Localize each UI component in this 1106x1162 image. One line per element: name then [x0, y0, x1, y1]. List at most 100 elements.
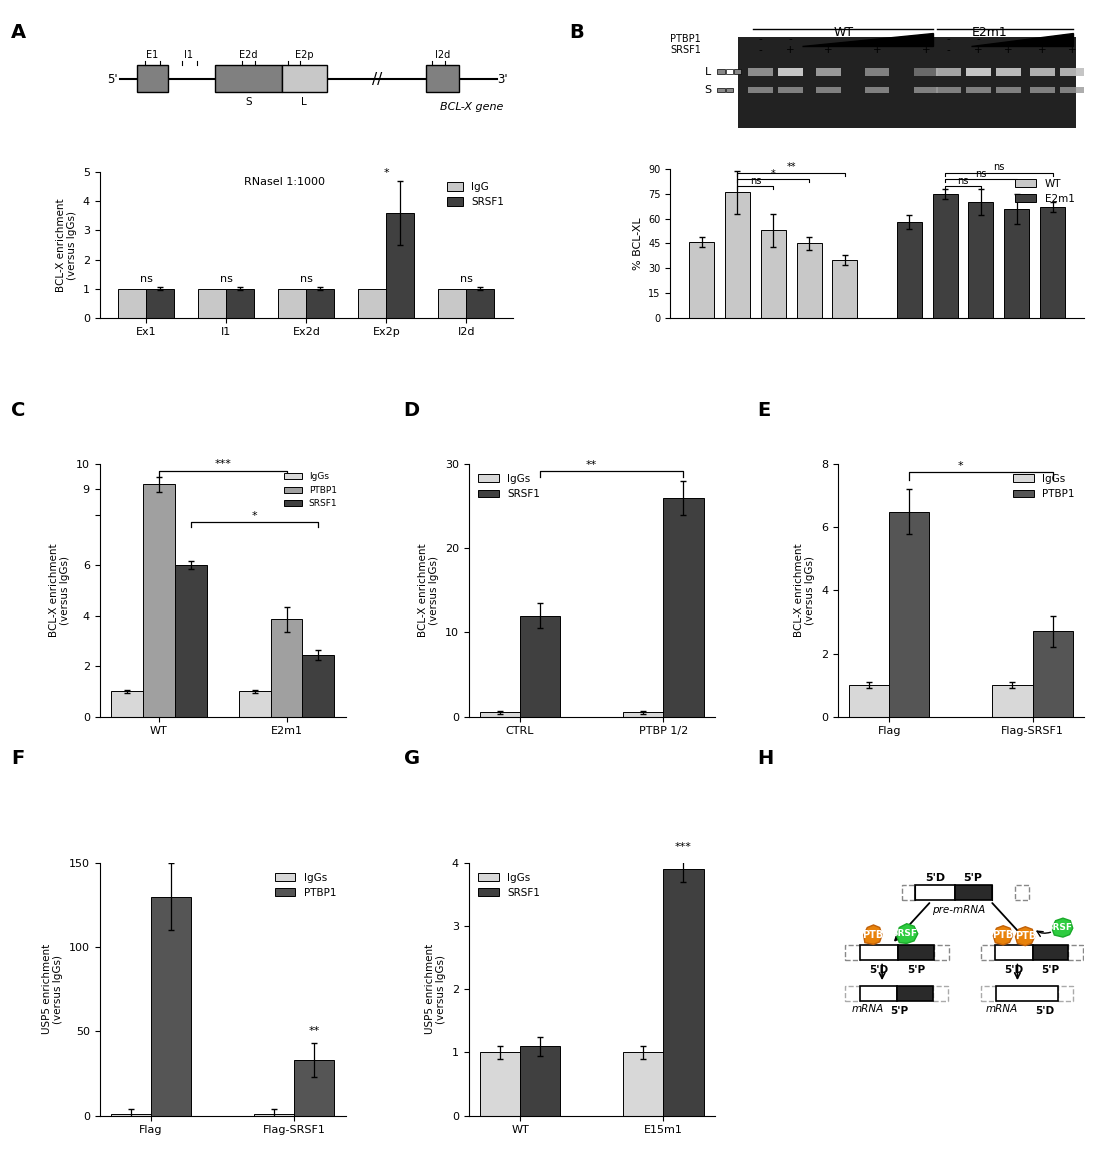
- Text: 5'D: 5'D: [869, 966, 888, 975]
- Text: ns: ns: [139, 274, 153, 284]
- Text: ns: ns: [220, 274, 232, 284]
- Text: BCL-X gene: BCL-X gene: [440, 102, 503, 113]
- Text: *: *: [384, 167, 389, 178]
- Bar: [386, 213, 415, 317]
- Text: ns: ns: [750, 175, 761, 186]
- Text: E2d: E2d: [239, 50, 258, 60]
- Text: //: //: [372, 72, 382, 87]
- Bar: [689, 242, 714, 317]
- Bar: [624, 712, 664, 717]
- Text: H: H: [758, 749, 774, 768]
- Y-axis label: BCL-X enrichment
(versus IgGs): BCL-X enrichment (versus IgGs): [418, 544, 439, 637]
- Bar: [520, 616, 560, 717]
- Bar: [198, 288, 227, 317]
- Bar: [954, 884, 992, 899]
- Bar: [816, 67, 841, 76]
- Bar: [898, 945, 933, 960]
- Bar: [849, 686, 889, 717]
- Bar: [967, 87, 991, 93]
- Text: C: C: [11, 401, 25, 419]
- Bar: [860, 945, 898, 960]
- Bar: [467, 288, 494, 317]
- Legend: WT, E2m1: WT, E2m1: [1011, 174, 1078, 208]
- Polygon shape: [1015, 927, 1035, 946]
- Text: 5'D: 5'D: [1004, 966, 1024, 975]
- Text: +: +: [873, 45, 881, 55]
- Polygon shape: [1052, 918, 1073, 937]
- Bar: [779, 67, 803, 76]
- Text: F: F: [11, 749, 24, 768]
- Bar: [1004, 209, 1030, 317]
- Bar: [734, 70, 741, 74]
- Y-axis label: USP5 enrichment
(versus IgGs): USP5 enrichment (versus IgGs): [425, 945, 446, 1034]
- Bar: [664, 497, 703, 717]
- Text: SRSF1: SRSF1: [1046, 923, 1078, 932]
- Text: L: L: [302, 98, 307, 107]
- Text: S: S: [705, 85, 711, 95]
- Bar: [726, 70, 733, 74]
- Bar: [718, 88, 724, 93]
- Text: +: +: [974, 45, 983, 55]
- Text: A: A: [11, 23, 27, 42]
- Text: *: *: [771, 170, 775, 179]
- Text: +: +: [1039, 45, 1047, 55]
- Bar: [995, 985, 1058, 1000]
- Text: E: E: [758, 401, 771, 419]
- Text: **: **: [309, 1026, 320, 1037]
- Text: 5'P: 5'P: [963, 873, 982, 883]
- Text: pre-mRNA: pre-mRNA: [931, 905, 985, 914]
- Text: -: -: [759, 45, 762, 55]
- Text: 5'P: 5'P: [890, 1006, 908, 1016]
- Bar: [897, 222, 921, 317]
- Text: B: B: [570, 23, 584, 42]
- Bar: [967, 67, 991, 76]
- Text: *: *: [958, 460, 963, 471]
- Bar: [865, 67, 889, 76]
- Text: E2m1: E2m1: [972, 27, 1008, 40]
- Bar: [294, 1060, 334, 1116]
- Bar: [1040, 207, 1065, 317]
- Bar: [933, 945, 949, 960]
- Bar: [480, 1053, 520, 1116]
- Bar: [664, 869, 703, 1116]
- Text: 5'P: 5'P: [907, 966, 925, 975]
- Bar: [279, 288, 306, 317]
- Bar: [997, 87, 1021, 93]
- Text: G: G: [404, 749, 420, 768]
- Bar: [845, 985, 860, 1000]
- Text: 3': 3': [498, 73, 508, 86]
- Bar: [254, 1114, 294, 1116]
- Bar: [738, 37, 1076, 128]
- Text: +: +: [1004, 45, 1013, 55]
- Bar: [995, 945, 1033, 960]
- Text: L: L: [705, 66, 711, 77]
- Text: S: S: [246, 98, 252, 107]
- Text: PTB: PTB: [1014, 931, 1036, 941]
- Bar: [916, 884, 954, 899]
- Text: +: +: [921, 45, 930, 55]
- Y-axis label: USP5 enrichment
(versus IgGs): USP5 enrichment (versus IgGs): [42, 945, 63, 1034]
- Text: SRSF1: SRSF1: [891, 928, 924, 938]
- Text: E1: E1: [146, 50, 158, 60]
- Text: 5'P: 5'P: [1042, 966, 1060, 975]
- Legend: IgGs, SRSF1: IgGs, SRSF1: [473, 469, 544, 503]
- Bar: [845, 945, 860, 960]
- Polygon shape: [971, 33, 1073, 45]
- Text: ns: ns: [300, 274, 313, 284]
- Bar: [914, 67, 938, 76]
- Bar: [936, 67, 961, 76]
- Bar: [624, 1053, 664, 1116]
- Bar: [1033, 631, 1073, 717]
- Text: mRNA: mRNA: [852, 1004, 884, 1014]
- Legend: IgGs, PTBP1: IgGs, PTBP1: [270, 868, 341, 902]
- Bar: [1015, 884, 1029, 899]
- Bar: [981, 985, 995, 1000]
- Legend: IgGs, PTBP1, SRSF1: IgGs, PTBP1, SRSF1: [280, 468, 341, 512]
- Bar: [761, 230, 785, 317]
- Bar: [271, 619, 302, 717]
- Text: -: -: [789, 35, 793, 44]
- Text: ***: ***: [215, 459, 231, 469]
- Legend: IgG, SRSF1: IgG, SRSF1: [442, 178, 508, 211]
- Bar: [897, 985, 932, 1000]
- Text: 5': 5': [106, 73, 117, 86]
